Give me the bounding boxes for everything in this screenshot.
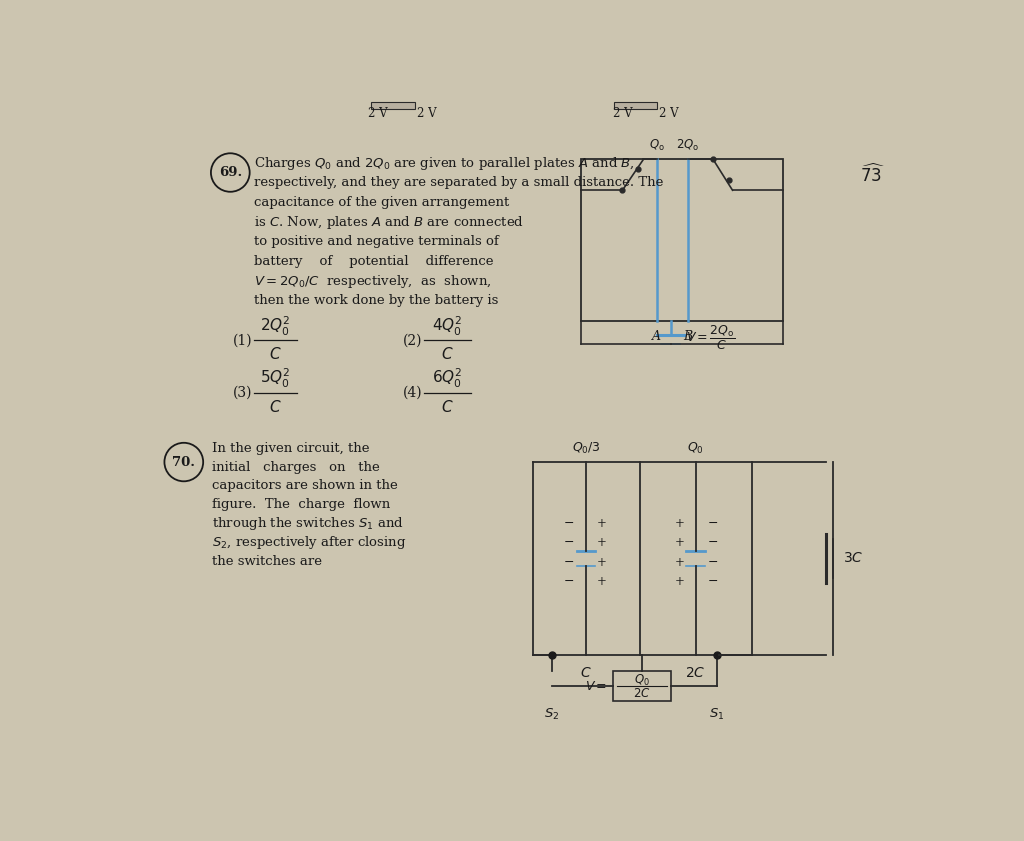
Text: the switches are: the switches are bbox=[212, 555, 322, 568]
Text: 2 V: 2 V bbox=[612, 107, 632, 119]
Text: $V = 2Q_0/C$  respectively,  as  shown,: $V = 2Q_0/C$ respectively, as shown, bbox=[254, 272, 492, 289]
Text: −: − bbox=[564, 575, 574, 588]
Text: −: − bbox=[564, 517, 574, 530]
Text: $C$: $C$ bbox=[269, 399, 282, 415]
Text: +: + bbox=[597, 556, 606, 569]
Text: $Q_0/3$: $Q_0/3$ bbox=[571, 441, 600, 456]
Text: $Q_0$: $Q_0$ bbox=[634, 674, 650, 689]
Text: capacitors are shown in the: capacitors are shown in the bbox=[212, 479, 397, 493]
Text: +: + bbox=[675, 556, 685, 569]
Text: $C$: $C$ bbox=[581, 666, 592, 680]
Text: $Q_0$: $Q_0$ bbox=[687, 441, 705, 456]
Text: $V = \dfrac{2Q_{\rm o}}{C}$: $V = \dfrac{2Q_{\rm o}}{C}$ bbox=[686, 324, 735, 352]
Text: $Q_{\rm o}$: $Q_{\rm o}$ bbox=[648, 138, 665, 153]
Text: battery    of    potential    difference: battery of potential difference bbox=[254, 255, 493, 268]
Text: (4): (4) bbox=[403, 386, 423, 399]
Text: $2Q_0^2$: $2Q_0^2$ bbox=[260, 315, 291, 338]
Text: 2 V: 2 V bbox=[417, 107, 436, 119]
Text: $2Q_{\rm o}$: $2Q_{\rm o}$ bbox=[676, 138, 699, 153]
Text: −: − bbox=[708, 537, 718, 549]
Text: to positive and negative terminals of: to positive and negative terminals of bbox=[254, 235, 499, 248]
Text: 2 V: 2 V bbox=[368, 107, 387, 119]
Text: initial   charges   on   the: initial charges on the bbox=[212, 461, 380, 473]
Text: −: − bbox=[708, 556, 718, 569]
Text: capacitance of the given arrangement: capacitance of the given arrangement bbox=[254, 196, 509, 209]
Text: +: + bbox=[675, 575, 685, 588]
Text: (3): (3) bbox=[232, 386, 252, 399]
Text: 70.: 70. bbox=[172, 456, 196, 468]
Text: −: − bbox=[564, 537, 574, 549]
Text: then the work done by the battery is: then the work done by the battery is bbox=[254, 294, 498, 307]
Text: +: + bbox=[597, 537, 606, 549]
Text: +: + bbox=[675, 537, 685, 549]
Text: B: B bbox=[683, 331, 692, 343]
Text: $S_2$, respectively after closing: $S_2$, respectively after closing bbox=[212, 534, 407, 551]
Text: $C$: $C$ bbox=[269, 346, 282, 362]
Text: $C$: $C$ bbox=[441, 399, 454, 415]
Text: +: + bbox=[597, 575, 606, 588]
Text: (1): (1) bbox=[232, 333, 252, 347]
Text: is $C$. Now, plates $A$ and $B$ are connected: is $C$. Now, plates $A$ and $B$ are conn… bbox=[254, 214, 523, 230]
Text: $5Q_0^2$: $5Q_0^2$ bbox=[260, 368, 291, 390]
Text: $S_1$: $S_1$ bbox=[710, 707, 725, 722]
Text: $4Q_0^2$: $4Q_0^2$ bbox=[432, 315, 463, 338]
Text: through the switches $S_1$ and: through the switches $S_1$ and bbox=[212, 516, 403, 532]
Text: $3C$: $3C$ bbox=[844, 552, 864, 565]
Text: $2C$: $2C$ bbox=[634, 687, 651, 700]
Text: (2): (2) bbox=[403, 333, 423, 347]
Text: +: + bbox=[675, 517, 685, 530]
Bar bbox=[582, 160, 783, 321]
Text: +: + bbox=[597, 517, 606, 530]
Text: 2 V: 2 V bbox=[659, 107, 679, 119]
Text: $\widehat{73}$: $\widehat{73}$ bbox=[860, 164, 886, 186]
Bar bbox=[613, 671, 672, 701]
Text: figure.  The  charge  flown: figure. The charge flown bbox=[212, 498, 390, 511]
Text: −: − bbox=[708, 575, 718, 588]
Text: $V=$: $V=$ bbox=[585, 680, 607, 693]
Text: respectively, and they are separated by a small distance. The: respectively, and they are separated by … bbox=[254, 177, 663, 189]
Text: −: − bbox=[708, 517, 718, 530]
Text: $6Q_0^2$: $6Q_0^2$ bbox=[432, 368, 463, 390]
Text: −: − bbox=[564, 556, 574, 569]
Bar bbox=[614, 103, 657, 109]
Text: In the given circuit, the: In the given circuit, the bbox=[212, 442, 370, 455]
Bar bbox=[372, 103, 415, 109]
Text: $2C$: $2C$ bbox=[685, 666, 706, 680]
Text: Charges $Q_0$ and $2Q_0$ are given to parallel plates $A$ and $B$,: Charges $Q_0$ and $2Q_0$ are given to pa… bbox=[254, 155, 634, 172]
Text: $C$: $C$ bbox=[441, 346, 454, 362]
Text: A: A bbox=[652, 331, 662, 343]
Text: 69.: 69. bbox=[219, 166, 242, 179]
Text: $S_2$: $S_2$ bbox=[545, 707, 559, 722]
